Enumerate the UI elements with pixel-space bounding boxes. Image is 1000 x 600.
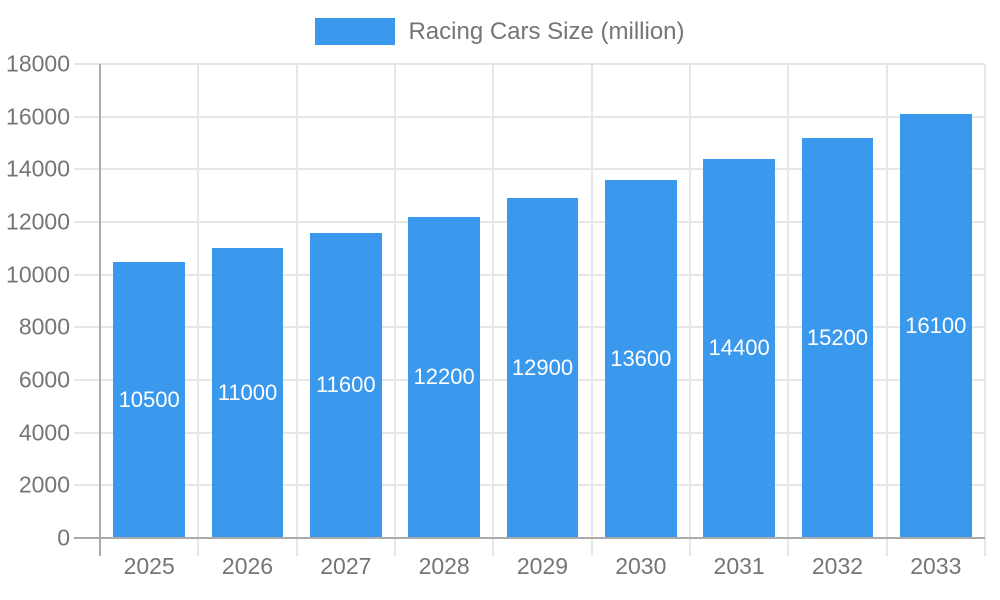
bar-slot: 15200 [788,64,886,538]
y-tick-label: 16000 [6,103,70,130]
legend: Racing Cars Size (million) [0,18,1000,45]
y-tick-label: 6000 [18,366,70,393]
x-tick-label: 2028 [418,553,470,579]
x-tick-label: 2029 [516,553,569,579]
bar-2026: 11000 [211,248,284,538]
h-gridline [74,115,985,118]
x-tick-label: 2031 [713,553,765,579]
bar-value-label: 16100 [905,313,967,339]
bar-value-label: 11600 [316,372,376,398]
bar-2027: 11600 [309,232,382,538]
y-axis-line [99,64,101,556]
x-tick-label: 2027 [320,553,372,579]
y-tick-label: 8000 [18,313,70,340]
h-gridline [74,168,985,171]
v-gridline [885,64,888,556]
v-gridline [984,64,986,556]
bar-2033: 16100 [899,114,972,538]
bar-value-label: 13600 [610,345,672,371]
bar-2030: 13600 [604,179,677,538]
x-tick-label: 2030 [615,553,667,579]
bar-slot: 11000 [198,64,296,538]
bar-value-label: 10500 [118,386,180,412]
bar-value-label: 12200 [413,364,475,390]
bar-slot: 11600 [297,64,395,538]
v-gridline [393,64,396,556]
x-tick-label: 2033 [910,553,962,579]
legend-label: Racing Cars Size (million) [408,17,685,45]
y-tick-label: 2000 [18,471,70,498]
bar-value-label: 11000 [217,380,278,406]
bar-2025: 10500 [113,261,186,538]
x-axis-labels: 2025 2026 2027 2028 2029 2030 2031 2032 2033 [100,553,985,581]
bar-slot: 12200 [395,64,493,538]
x-axis-baseline [74,537,985,539]
bar-2029: 12900 [506,198,579,538]
y-tick-label: 18000 [6,50,70,77]
x-tick-label: 2026 [221,553,274,579]
y-tick-label: 12000 [6,208,70,235]
bar-slot: 14400 [690,64,788,538]
y-tick-label: 14000 [6,155,70,182]
y-tick-label: 10000 [6,261,70,288]
bar-slot: 12900 [493,64,591,538]
bar-value-label: 12900 [511,355,574,381]
y-tick-label: 0 [57,524,70,551]
v-gridline [787,64,790,556]
bar-value-label: 15200 [806,324,869,350]
bar-slot: 16100 [887,64,985,538]
v-gridline [590,64,593,556]
bars-layer: 10500 11000 11600 12200 12900 13600 14400 15200… [100,64,985,538]
v-gridline [197,64,200,556]
x-tick-label: 2025 [123,553,175,579]
v-gridline [295,64,298,556]
x-tick-label: 2032 [811,553,864,579]
y-tick-label: 4000 [18,419,70,446]
bar-value-label: 14400 [708,335,770,361]
v-gridline [688,64,691,556]
h-gridline [74,63,985,65]
legend-swatch [315,18,396,45]
bar-2031: 14400 [703,158,776,538]
v-gridline [492,64,495,556]
plot-area: 0 2000 4000 6000 8000 10000 12000 14000 16000 180… [6,52,986,579]
bar-2028: 12200 [408,216,481,538]
bar-slot: 10500 [100,64,198,538]
bar-2032: 15200 [801,137,874,538]
bar-slot: 13600 [592,64,690,538]
